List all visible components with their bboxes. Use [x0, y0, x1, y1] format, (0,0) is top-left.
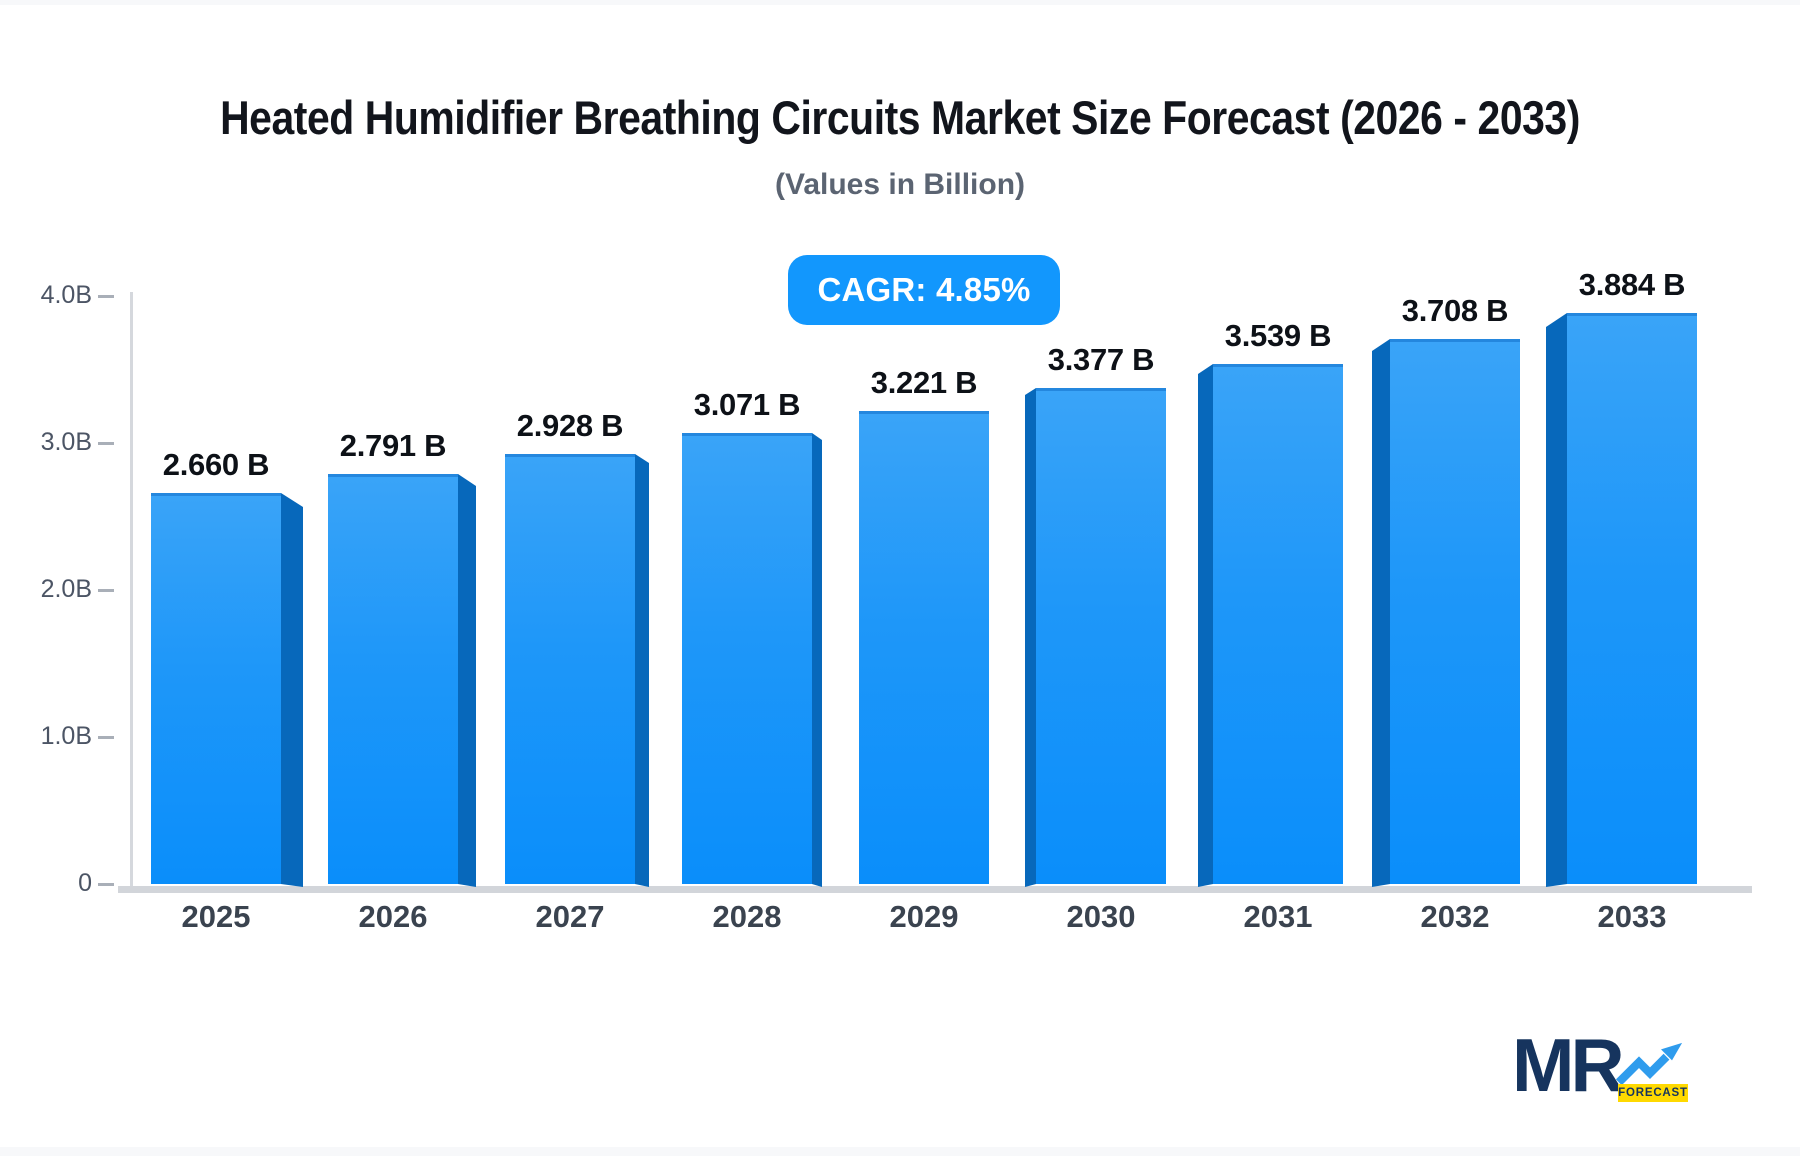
x-tick-label: 2027 [535, 899, 605, 934]
bar-value-label: 3.539 B [1224, 318, 1332, 353]
y-tick-label: 2.0B [40, 575, 92, 603]
bar-3d-side [1198, 364, 1213, 887]
y-tick-label: 3.0B [40, 428, 92, 456]
bar [328, 474, 458, 884]
bar-value-label: 3.071 B [693, 387, 801, 422]
bar-value-label: 2.928 B [516, 408, 624, 443]
logo-tagline-badge: FORECAST [1618, 1084, 1688, 1102]
bar-3d-side [1025, 388, 1036, 887]
y-axis-line [130, 292, 133, 886]
x-tick-label: 2031 [1243, 899, 1313, 934]
bar-value-label: 3.221 B [870, 365, 978, 400]
bar-value-label: 2.791 B [339, 428, 447, 463]
y-tick-label: 0 [78, 869, 92, 897]
bar [505, 454, 635, 884]
bar [1213, 364, 1343, 884]
y-tick-dash [98, 441, 114, 445]
y-tick-dash [98, 735, 114, 739]
cagr-badge: CAGR: 4.85% [788, 255, 1060, 325]
y-tick-dash [98, 588, 114, 592]
chart-subtitle: (Values in Billion) [774, 168, 1026, 201]
bar-3d-side [281, 493, 303, 887]
bar-3d-side [458, 474, 476, 887]
y-tick-label: 4.0B [40, 281, 92, 309]
bar [859, 411, 989, 884]
x-tick-label: 2025 [181, 899, 251, 934]
trend-arrow-icon [1615, 1042, 1683, 1086]
x-axis-baseline [118, 886, 1752, 893]
bar [151, 493, 281, 884]
y-tick-dash [98, 882, 114, 886]
page-edge-bottom [0, 1147, 1800, 1156]
bar-3d-side [1372, 339, 1390, 887]
bar-value-label: 3.377 B [1047, 342, 1155, 377]
bar-3d-side [1546, 313, 1567, 887]
bar-3d-side [635, 454, 649, 887]
cagr-badge-label: CAGR: 4.85% [817, 271, 1031, 308]
mr-forecast-logo: MR FORECAST [1512, 1028, 1688, 1103]
bar [1036, 388, 1166, 884]
x-tick-label: 2030 [1066, 899, 1136, 934]
bar-value-label: 3.708 B [1401, 293, 1509, 328]
x-tick-label: 2032 [1420, 899, 1490, 934]
x-tick-label: 2026 [358, 899, 428, 934]
bar [682, 433, 812, 884]
chart-title: Heated Humidifier Breathing Circuits Mar… [220, 91, 1580, 144]
bar [1390, 339, 1520, 884]
y-tick-label: 1.0B [40, 722, 92, 750]
bar-value-label: 2.660 B [162, 447, 270, 482]
logo-brand-text: MR [1512, 1023, 1625, 1107]
x-tick-label: 2029 [889, 899, 959, 934]
page-edge-top [0, 0, 1800, 5]
bar-3d-side [812, 433, 822, 887]
bar-value-label: 3.884 B [1578, 267, 1686, 302]
bar [1567, 313, 1697, 884]
y-tick-dash [98, 294, 114, 298]
x-tick-label: 2028 [712, 899, 782, 934]
x-tick-label: 2033 [1597, 899, 1667, 934]
